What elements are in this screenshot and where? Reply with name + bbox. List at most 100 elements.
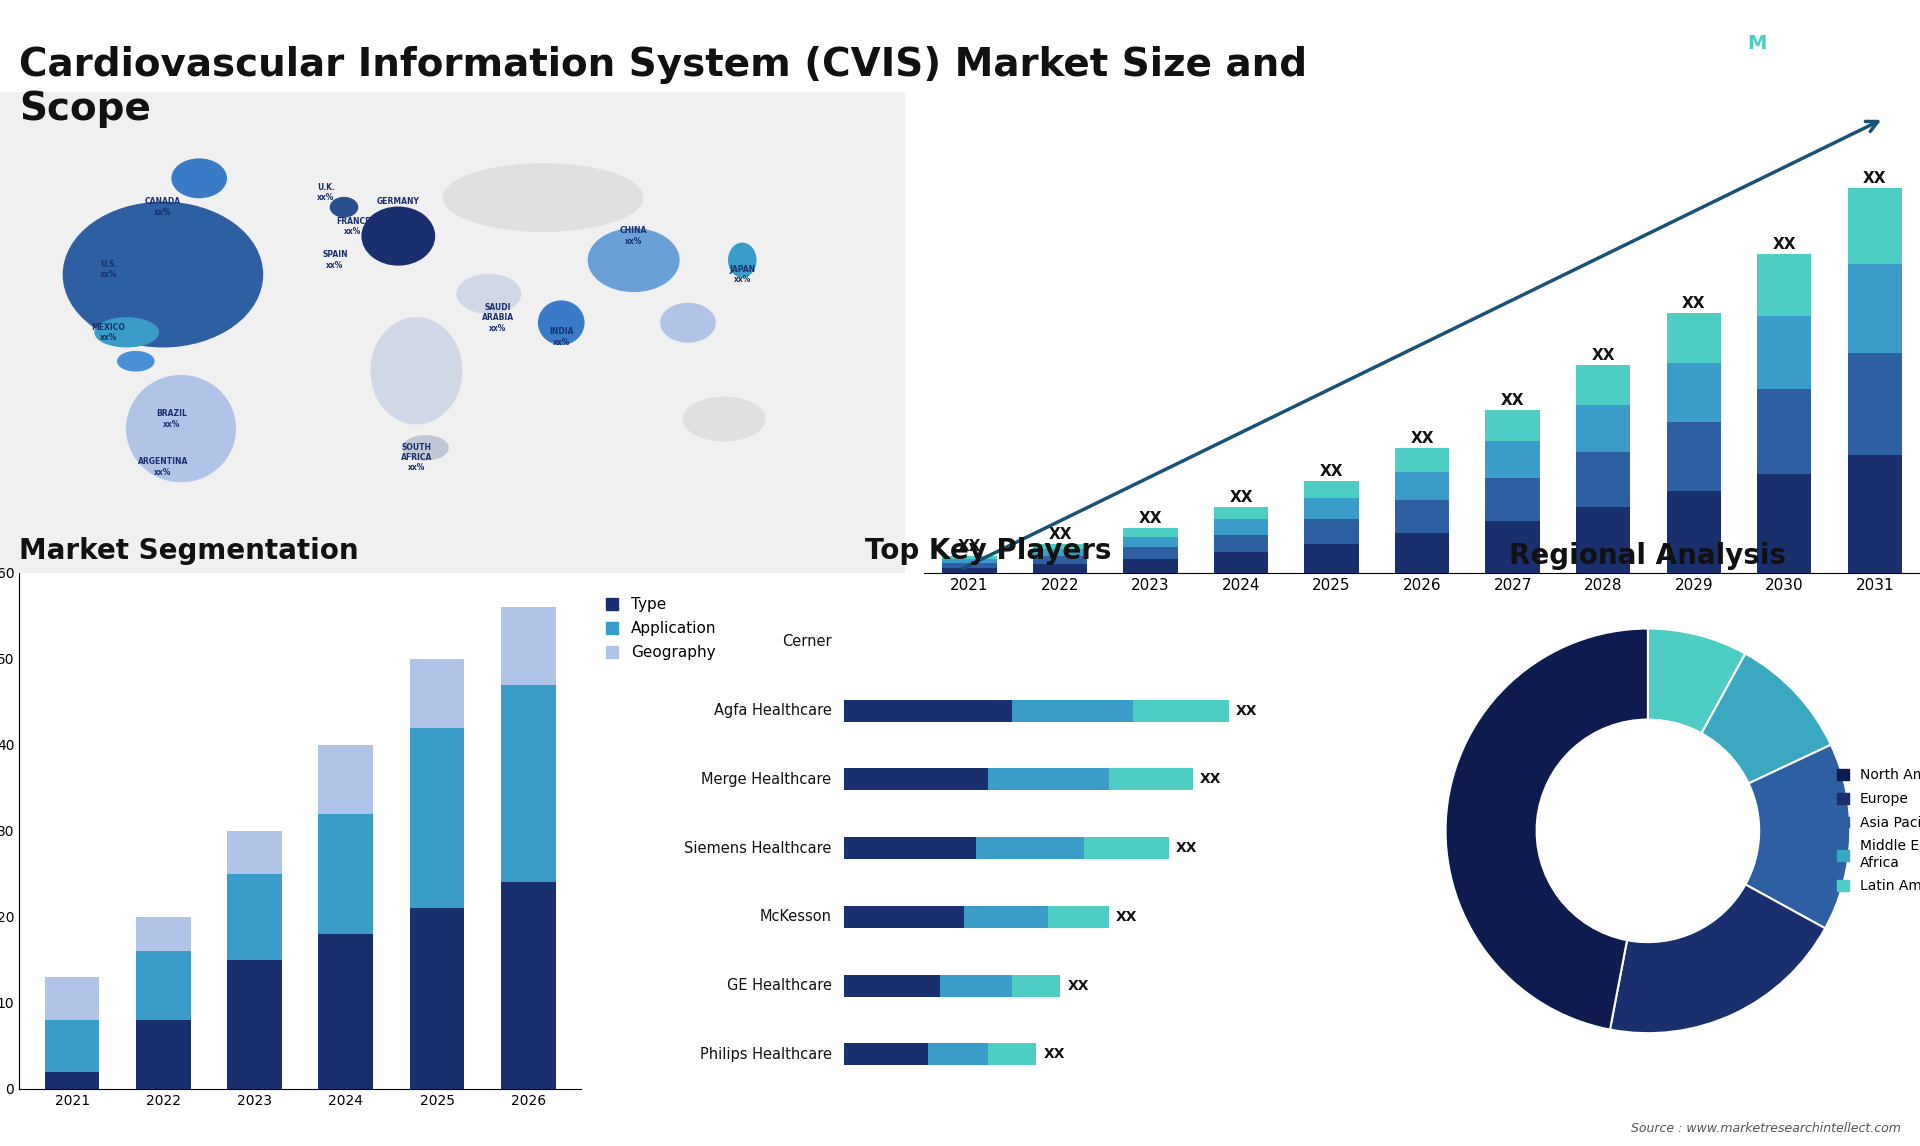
Ellipse shape (540, 301, 584, 344)
Bar (1213, 519, 1269, 535)
Bar (989, 768, 1108, 791)
Wedge shape (1446, 628, 1647, 1029)
Text: Cerner: Cerner (781, 634, 831, 650)
Bar (1304, 499, 1359, 519)
Bar (1667, 492, 1720, 573)
Bar (44, 976, 100, 1020)
Bar (1757, 390, 1811, 474)
Ellipse shape (330, 197, 357, 217)
Bar (1576, 452, 1630, 507)
Text: SOUTH
AFRICA
xx%: SOUTH AFRICA xx% (401, 442, 432, 472)
Text: XX: XX (1319, 464, 1344, 479)
Text: XX: XX (1139, 511, 1162, 526)
Ellipse shape (588, 229, 680, 291)
Text: SPAIN
xx%: SPAIN xx% (323, 251, 348, 269)
Bar (1304, 519, 1359, 543)
Ellipse shape (117, 352, 154, 371)
Bar (989, 1043, 1037, 1066)
Text: Merge Healthcare: Merge Healthcare (701, 771, 831, 787)
Ellipse shape (363, 207, 434, 265)
Text: CHINA
xx%: CHINA xx% (620, 227, 647, 245)
Bar (1486, 478, 1540, 521)
FancyBboxPatch shape (0, 92, 904, 573)
Bar (1576, 405, 1630, 452)
Text: ARGENTINA
xx%: ARGENTINA xx% (138, 457, 188, 477)
Text: RESEARCH: RESEARCH (1720, 79, 1793, 93)
Bar (1304, 543, 1359, 573)
Legend: North America, Europe, Asia Pacific, Middle East &
Africa, Latin America: North America, Europe, Asia Pacific, Mid… (1832, 763, 1920, 898)
Bar (1213, 507, 1269, 519)
Bar (1033, 556, 1087, 564)
Text: XX: XX (1411, 431, 1434, 447)
Bar (1667, 422, 1720, 492)
Text: GERMANY
xx%: GERMANY xx% (376, 197, 420, 217)
Bar (1847, 455, 1903, 573)
Text: XX: XX (1501, 393, 1524, 408)
Wedge shape (1611, 885, 1826, 1034)
Bar (501, 882, 555, 1089)
Bar (1757, 254, 1811, 316)
Bar (1486, 410, 1540, 441)
Bar (1396, 500, 1450, 533)
Text: INDIA
xx%: INDIA xx% (549, 328, 574, 347)
Bar (843, 699, 1012, 722)
Ellipse shape (403, 435, 447, 460)
Text: Cardiovascular Information System (CVIS) Market Size and
Scope: Cardiovascular Information System (CVIS)… (19, 46, 1308, 128)
Bar (1108, 768, 1192, 791)
Ellipse shape (173, 159, 227, 197)
Bar (1396, 448, 1450, 472)
Bar (943, 556, 996, 559)
Bar (1847, 353, 1903, 455)
Bar (1486, 521, 1540, 573)
Bar (1304, 481, 1359, 499)
Legend: Type, Application, Geography: Type, Application, Geography (601, 591, 722, 667)
Bar (501, 607, 555, 684)
Bar (227, 831, 282, 873)
Bar (1757, 316, 1811, 390)
Bar (227, 960, 282, 1089)
Bar (1123, 528, 1177, 536)
Bar (843, 1043, 927, 1066)
Bar (1123, 547, 1177, 559)
Text: XX: XX (1200, 772, 1221, 786)
Bar (319, 745, 372, 814)
Text: JAPAN
xx%: JAPAN xx% (730, 265, 755, 284)
Bar (943, 559, 996, 563)
Bar (843, 974, 941, 997)
Bar (136, 1020, 190, 1089)
Ellipse shape (127, 376, 236, 481)
Bar (319, 814, 372, 934)
Text: Philips Healthcare: Philips Healthcare (699, 1046, 831, 1062)
Text: XX: XX (1068, 979, 1089, 992)
Text: XX: XX (1048, 527, 1071, 542)
Bar (843, 768, 989, 791)
Bar (1048, 905, 1108, 928)
Bar (1757, 474, 1811, 573)
Text: XX: XX (1175, 841, 1198, 855)
Bar (1012, 974, 1060, 997)
Bar (1576, 364, 1630, 405)
Text: XX: XX (1682, 296, 1705, 311)
Bar (927, 1043, 989, 1066)
Text: Market Segmentation: Market Segmentation (19, 537, 359, 565)
Bar (1012, 699, 1133, 722)
Bar (1847, 265, 1903, 353)
Title: Regional Analysis: Regional Analysis (1509, 542, 1786, 570)
Bar (1576, 507, 1630, 573)
Text: XX: XX (1592, 348, 1615, 363)
Ellipse shape (63, 203, 263, 347)
Text: MEXICO
xx%: MEXICO xx% (92, 323, 125, 342)
Ellipse shape (371, 317, 461, 424)
Bar (1847, 188, 1903, 265)
Text: Agfa Healthcare: Agfa Healthcare (714, 702, 831, 719)
Bar (1123, 536, 1177, 547)
Bar (409, 908, 465, 1089)
Text: CANADA
xx%: CANADA xx% (144, 197, 180, 217)
Bar (943, 563, 996, 567)
Text: Siemens Healthcare: Siemens Healthcare (684, 840, 831, 856)
Bar (44, 1020, 100, 1072)
Ellipse shape (684, 398, 764, 441)
Bar (319, 934, 372, 1089)
Bar (1396, 533, 1450, 573)
Bar (1213, 552, 1269, 573)
